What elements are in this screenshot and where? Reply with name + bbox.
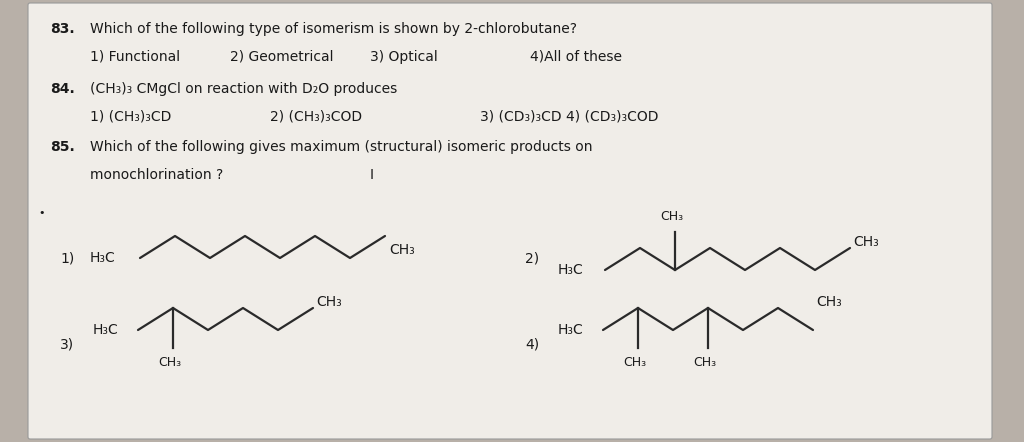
- Text: 85.: 85.: [50, 140, 75, 154]
- Text: •: •: [38, 208, 44, 218]
- Text: CH₃: CH₃: [389, 243, 415, 257]
- Text: CH₃: CH₃: [816, 295, 842, 309]
- Text: CH₃: CH₃: [853, 235, 879, 249]
- Text: 2): 2): [525, 251, 539, 265]
- Text: H₃C: H₃C: [558, 323, 584, 337]
- Text: monochlorination ?: monochlorination ?: [90, 168, 223, 182]
- Text: H₃C: H₃C: [93, 323, 119, 337]
- Text: CH₃: CH₃: [623, 357, 646, 370]
- Text: 83.: 83.: [50, 22, 75, 36]
- Text: Which of the following gives maximum (structural) isomeric products on: Which of the following gives maximum (st…: [90, 140, 593, 154]
- Text: Which of the following type of isomerism is shown by 2-chlorobutane?: Which of the following type of isomerism…: [90, 22, 577, 36]
- Text: 3) Optical: 3) Optical: [370, 50, 437, 64]
- Text: CH₃: CH₃: [660, 210, 683, 222]
- Text: 3) (CD₃)₃CD 4) (CD₃)₃COD: 3) (CD₃)₃CD 4) (CD₃)₃COD: [480, 110, 658, 124]
- Text: 1) (CH₃)₃CD: 1) (CH₃)₃CD: [90, 110, 171, 124]
- Text: H₃C: H₃C: [558, 263, 584, 277]
- Text: 4): 4): [525, 338, 539, 352]
- Text: 1) Functional: 1) Functional: [90, 50, 180, 64]
- Text: 2) (CH₃)₃COD: 2) (CH₃)₃COD: [270, 110, 362, 124]
- Text: 3): 3): [60, 338, 74, 352]
- Text: 2) Geometrical: 2) Geometrical: [230, 50, 334, 64]
- Text: 84.: 84.: [50, 82, 75, 96]
- FancyBboxPatch shape: [28, 3, 992, 439]
- Text: CH₃: CH₃: [316, 295, 342, 309]
- Text: 4)All of these: 4)All of these: [530, 50, 622, 64]
- Text: H₃C: H₃C: [90, 251, 116, 265]
- Text: I: I: [370, 168, 374, 182]
- Text: CH₃: CH₃: [158, 357, 181, 370]
- Text: CH₃: CH₃: [693, 357, 716, 370]
- Text: 1): 1): [60, 251, 75, 265]
- Text: (CH₃)₃ CMgCl on reaction with D₂O produces: (CH₃)₃ CMgCl on reaction with D₂O produc…: [90, 82, 397, 96]
